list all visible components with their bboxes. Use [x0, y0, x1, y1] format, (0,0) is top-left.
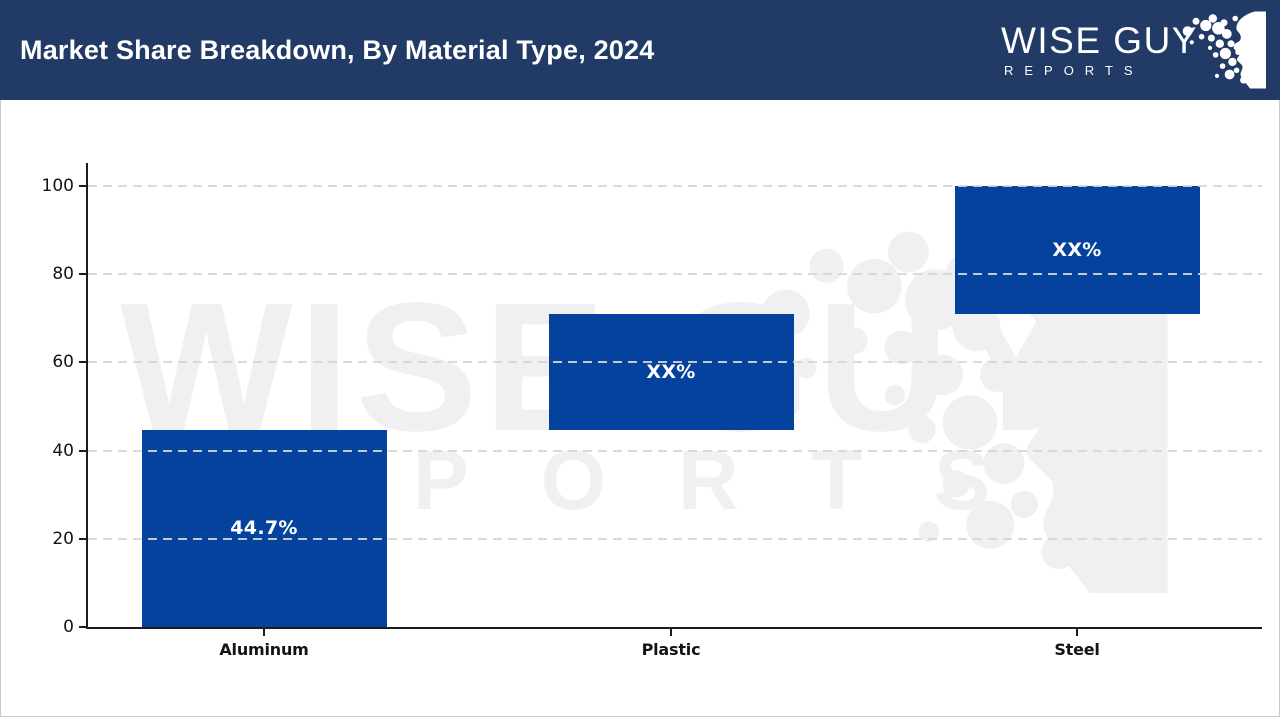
- y-tick-mark: [79, 449, 86, 452]
- x-axis-spine: [86, 627, 1262, 629]
- x-tick-label-plastic: Plastic: [641, 640, 701, 659]
- y-tick-mark: [79, 361, 86, 364]
- gridline-100: [88, 185, 1262, 187]
- gridline-80: [88, 273, 1262, 276]
- frame-left-border: [0, 100, 1, 717]
- page-title: Market Share Breakdown, By Material Type…: [20, 34, 655, 65]
- y-tick-label-20: 20: [52, 528, 74, 549]
- logo-wordmark: WISE GUY: [1000, 20, 1198, 61]
- bar-value-label: 44.7%: [230, 517, 298, 540]
- logo-face-icon: [1182, 11, 1266, 89]
- bar-steel: XX%: [954, 186, 1200, 314]
- y-tick-label-40: 40: [52, 440, 74, 461]
- logo-subtitle: REPORTS: [1003, 63, 1144, 78]
- y-tick-label-60: 60: [52, 352, 74, 373]
- gridline-20: [88, 537, 1262, 540]
- bar-value-label: XX%: [646, 360, 696, 383]
- x-tick-mark: [1076, 629, 1078, 636]
- wiseguy-logo: WISE GUY REPORTS: [1001, 0, 1266, 100]
- y-tick-mark: [79, 185, 86, 187]
- plot-area: 44.7% Aluminum XX% Plastic XX% Steel 0 20 40 60 80…: [0, 100, 1280, 720]
- frame-bottom-border: [0, 716, 1280, 717]
- y-tick-mark: [79, 626, 86, 628]
- bar-value-label: XX%: [1052, 238, 1102, 261]
- gridline-60: [88, 361, 1262, 364]
- y-axis-spine: [86, 163, 88, 629]
- logo-text: WISE GUY REPORTS: [1001, 22, 1198, 78]
- x-tick-mark: [263, 629, 265, 636]
- x-tick-label-steel: Steel: [1054, 640, 1100, 659]
- x-tick-mark: [670, 629, 672, 636]
- y-tick-label-80: 80: [52, 264, 74, 285]
- y-tick-mark: [79, 273, 86, 276]
- y-tick-label-0: 0: [63, 617, 74, 637]
- y-tick-label-100: 100: [41, 176, 74, 196]
- x-tick-label-aluminum: Aluminum: [219, 640, 309, 659]
- bar-aluminum: 44.7%: [141, 429, 387, 627]
- y-tick-mark: [79, 537, 86, 540]
- bar-plastic: XX%: [548, 313, 794, 430]
- gridline-40: [88, 449, 1262, 452]
- header: Market Share Breakdown, By Material Type…: [0, 0, 1280, 100]
